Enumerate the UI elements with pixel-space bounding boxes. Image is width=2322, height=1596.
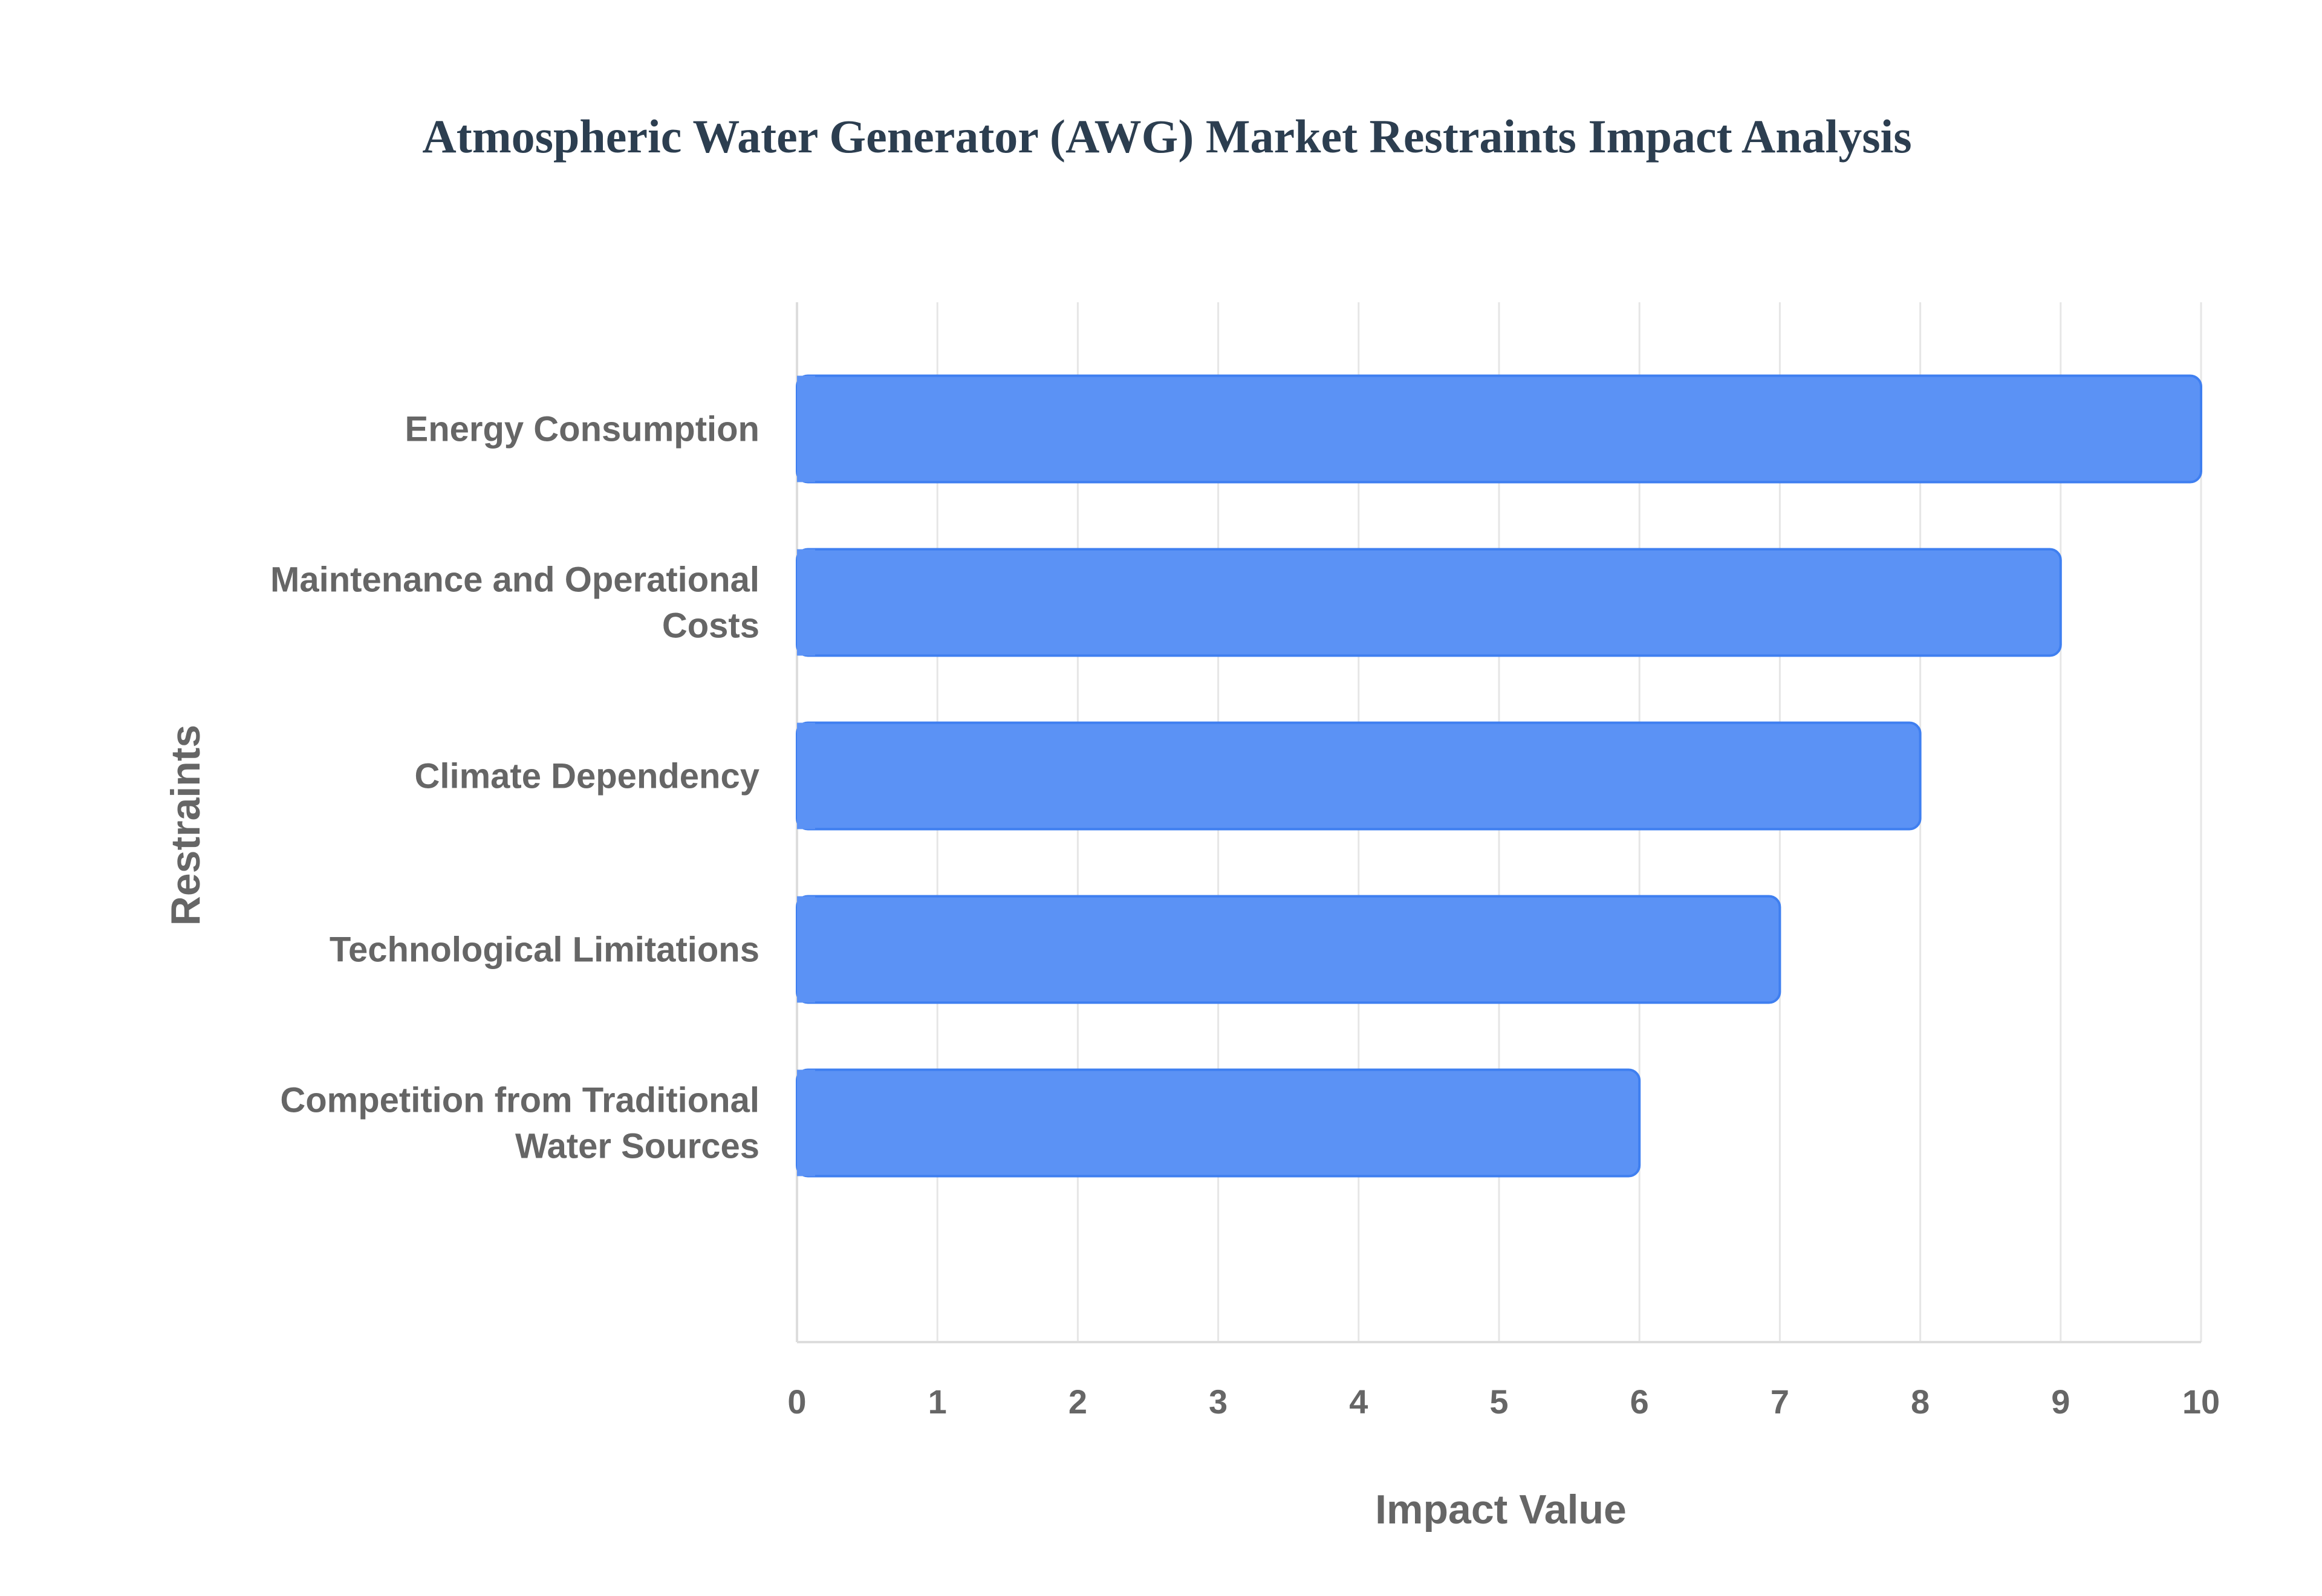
bar [796,374,2202,484]
bar [796,721,1922,831]
bar-base [797,549,815,656]
x-tick-label: 0 [787,1383,806,1421]
x-tick-label: 1 [928,1383,947,1421]
y-category-label: Costs [662,606,759,646]
x-tick-label: 2 [1068,1383,1087,1421]
bar-base [797,722,815,829]
y-category-label: Competition from Traditional [280,1081,759,1120]
x-tick-label: 6 [1630,1383,1649,1421]
y-category-label: Technological Limitations [330,930,759,970]
y-category-label: Water Sources [515,1127,759,1166]
bar [796,548,2062,657]
chart-title: Atmospheric Water Generator (AWG) Market… [422,110,1911,163]
bar-base [797,1069,815,1176]
bar [796,895,1781,1004]
y-category-labels: Energy Consumption Maintenance and Operat… [270,410,759,1166]
bar-base [797,896,815,1003]
y-category-label: Maintenance and Operational [270,560,759,600]
x-tick-label: 7 [1771,1383,1789,1421]
x-tick-label: 9 [2051,1383,2070,1421]
bar [796,1068,1641,1178]
x-axis-title: Impact Value [1375,1487,1627,1533]
y-axis-title: Restraints [163,725,209,926]
y-category-label: Climate Dependency [414,757,759,796]
x-tick-label: 3 [1209,1383,1228,1421]
x-tick-label: 8 [1911,1383,1930,1421]
x-tick-label: 4 [1349,1383,1368,1421]
x-tick-label: 5 [1489,1383,1508,1421]
x-tick-labels: 0 1 2 3 4 5 6 7 8 9 10 [787,1383,2220,1421]
y-category-label: Energy Consumption [405,410,759,449]
bars [796,374,2202,1178]
x-tick-label: 10 [2182,1383,2220,1421]
bar-base [797,375,815,482]
